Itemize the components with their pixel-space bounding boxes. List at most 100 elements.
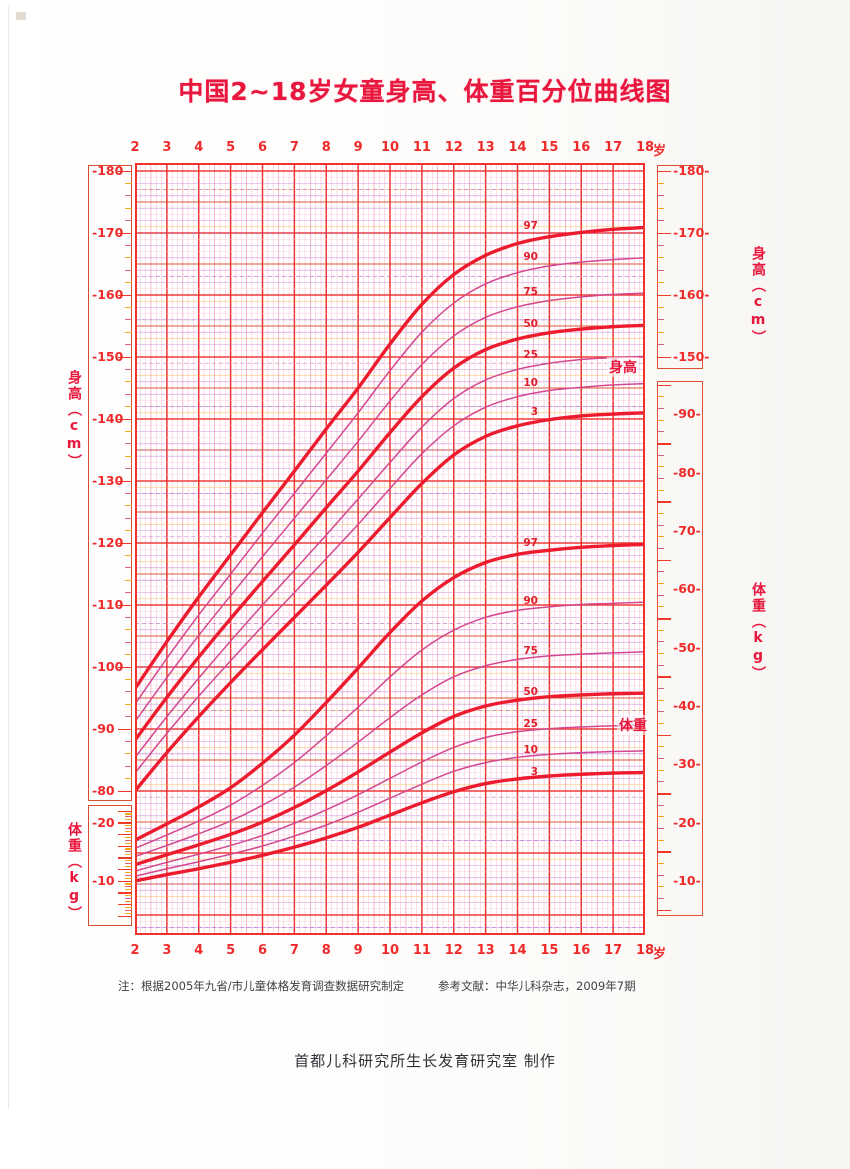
axis-tick: [125, 871, 132, 873]
axis-tick: [125, 344, 132, 346]
axis-tick: [118, 868, 132, 871]
height-percentile-3: 3: [530, 405, 538, 418]
axis-tick: [125, 468, 132, 470]
axis-tick: [125, 455, 132, 457]
axis-tick: [125, 331, 132, 333]
axis-tick: [657, 618, 671, 620]
axis-tick: [657, 583, 664, 585]
left-height-scale-box: [88, 165, 132, 801]
left-height-tick-130: -130: [92, 473, 124, 488]
note-reference: 参考文献：中华儿科杂志，2009年7期: [438, 979, 636, 993]
axis-tick: [125, 830, 132, 832]
axis-tick: [657, 536, 664, 538]
axis-tick: [657, 723, 664, 725]
axis-tick: [125, 877, 132, 879]
height-percentile-25: 25: [523, 349, 538, 362]
height-percentile-10: 10: [523, 376, 538, 389]
axis-tick: [125, 889, 132, 891]
axis-tick: [125, 703, 132, 705]
right-weight-tick-30: -30-: [673, 756, 701, 772]
axis-tick: [118, 480, 132, 483]
height-percentile-75: 75: [523, 286, 538, 299]
axis-tick: [125, 269, 132, 271]
axis-tick: [657, 513, 664, 515]
axis-tick: [125, 860, 132, 862]
left-weight-scale-box: [88, 805, 132, 926]
axis-tick: [657, 344, 664, 346]
axis-tick: [125, 765, 132, 767]
left-height-tick-110: -110: [92, 597, 124, 612]
axis-tick: [657, 182, 664, 184]
axis-tick: [118, 810, 132, 813]
x-tick-12: 12: [444, 943, 463, 958]
right-height-axis-label: 身高（cm）: [750, 246, 766, 346]
axis-tick: [657, 195, 664, 197]
axis-tick: [125, 517, 132, 519]
weight-percentile-75: 75: [523, 644, 538, 657]
x-tick-5: 5: [226, 140, 236, 155]
axis-tick: [118, 833, 132, 836]
axis-tick: [657, 571, 664, 573]
x-tick-4: 4: [194, 140, 204, 155]
axis-tick: [125, 813, 132, 815]
x-axis-unit: 岁: [653, 144, 667, 159]
axis-tick: [657, 664, 664, 666]
axis-tick: [657, 419, 664, 421]
axis-tick: [125, 886, 132, 888]
axis-tick: [657, 804, 664, 806]
x-tick-7: 7: [289, 943, 299, 958]
left-height-tick-160: -160: [92, 287, 124, 302]
x-tick-8: 8: [321, 943, 331, 958]
axis-tick: [125, 842, 132, 844]
axis-tick: [657, 769, 664, 771]
x-tick-5: 5: [226, 943, 236, 958]
axis-tick: [125, 740, 132, 742]
axis-tick: [125, 641, 132, 643]
axis-tick: [657, 676, 671, 678]
axis-tick: [125, 282, 132, 284]
right-weight-tick-20: -20-: [673, 814, 701, 830]
left-weight-tick-10: -10: [92, 873, 115, 888]
right-height-tick-150: -150-: [673, 349, 710, 364]
grid-lines: [135, 163, 645, 935]
axis-tick: [657, 524, 664, 526]
axis-tick: [125, 906, 132, 908]
axis-tick: [657, 816, 664, 818]
x-tick-18: 18: [635, 140, 655, 155]
axis-tick: [118, 892, 132, 894]
right-weight-tick-90: -90-: [673, 406, 701, 422]
axis-tick: [125, 629, 132, 631]
axis-tick: [125, 567, 132, 569]
chart-canvas: [135, 163, 645, 935]
axis-tick: [657, 384, 671, 387]
axis-tick: [118, 418, 132, 421]
axis-tick: [657, 559, 671, 562]
x-tick-14: 14: [508, 140, 527, 155]
axis-tick: [657, 793, 671, 795]
axis-tick: [125, 839, 132, 841]
right-weight-axis-label: 体重（kg）: [750, 582, 766, 682]
axis-tick: [125, 306, 132, 308]
axis-tick: [125, 836, 132, 838]
weight-percentile-10: 10: [523, 743, 538, 756]
x-tick-16: 16: [572, 140, 591, 155]
left-height-tick-90: -90: [92, 721, 115, 736]
weight-group-annotation: 体重: [617, 715, 649, 735]
right-weight-tick-70: -70-: [673, 523, 701, 538]
axis-tick: [118, 915, 132, 918]
weight-percentile-90: 90: [523, 595, 538, 608]
x-tick-15: 15: [540, 140, 559, 155]
axis-tick: [657, 356, 671, 359]
axis-tick: [125, 220, 132, 222]
axis-tick: [657, 548, 664, 550]
x-tick-17: 17: [604, 943, 623, 958]
right-height-tick-180: -180-: [673, 163, 710, 178]
axis-tick: [657, 257, 664, 259]
axis-tick: [125, 244, 132, 246]
axis-tick: [125, 828, 132, 830]
axis-tick: [657, 828, 664, 830]
right-height-scale-box: [657, 165, 703, 370]
axis-tick: [657, 641, 664, 643]
axis-tick: [125, 530, 132, 532]
axis-tick: [125, 895, 132, 897]
